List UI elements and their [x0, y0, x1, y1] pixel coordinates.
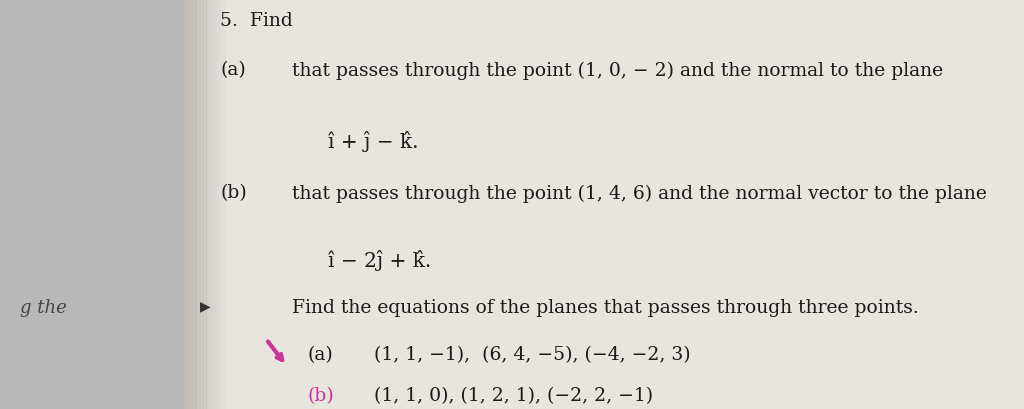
- Bar: [184, 0, 195, 409]
- Text: (b): (b): [307, 387, 334, 405]
- Bar: [198, 0, 201, 409]
- Bar: [174, 0, 184, 409]
- Bar: [187, 0, 190, 409]
- Bar: [196, 0, 199, 409]
- Bar: [113, 0, 123, 409]
- Text: (b): (b): [220, 184, 247, 202]
- Bar: [102, 0, 113, 409]
- Text: (1, 1, 0), (1, 2, 1), (−2, 2, −1): (1, 1, 0), (1, 2, 1), (−2, 2, −1): [374, 387, 653, 405]
- Text: (1, 1, −1),  (6, 4, −5), (−4, −2, 3): (1, 1, −1), (6, 4, −5), (−4, −2, 3): [374, 346, 690, 364]
- Bar: [123, 0, 133, 409]
- Bar: [206, 0, 209, 409]
- Bar: [184, 0, 187, 409]
- Bar: [212, 0, 215, 409]
- Bar: [189, 0, 193, 409]
- Bar: [72, 0, 82, 409]
- Bar: [82, 0, 92, 409]
- Text: î + ĵ − k̂.: î + ĵ − k̂.: [328, 131, 418, 152]
- Bar: [31, 0, 41, 409]
- Bar: [20, 0, 31, 409]
- Text: î − 2ĵ + k̂.: î − 2ĵ + k̂.: [328, 249, 431, 270]
- Bar: [164, 0, 174, 409]
- Bar: [209, 0, 212, 409]
- Text: (a): (a): [307, 346, 333, 364]
- Bar: [184, 0, 1024, 409]
- Bar: [195, 0, 205, 409]
- Text: (a): (a): [220, 61, 246, 79]
- Bar: [0, 0, 184, 409]
- Bar: [133, 0, 143, 409]
- Bar: [154, 0, 164, 409]
- Bar: [222, 0, 225, 409]
- Bar: [10, 0, 20, 409]
- Bar: [92, 0, 102, 409]
- Text: that passes through the point (1, 4, 6) and the normal vector to the plane: that passes through the point (1, 4, 6) …: [292, 184, 987, 202]
- Bar: [61, 0, 72, 409]
- Text: ▶: ▶: [200, 299, 210, 312]
- Bar: [41, 0, 51, 409]
- Text: 5.  Find: 5. Find: [220, 12, 293, 30]
- Bar: [0, 0, 10, 409]
- Bar: [51, 0, 61, 409]
- Text: g the: g the: [20, 299, 68, 317]
- Bar: [204, 0, 207, 409]
- Bar: [201, 0, 204, 409]
- Bar: [193, 0, 196, 409]
- Bar: [220, 0, 223, 409]
- Bar: [214, 0, 217, 409]
- Text: Find the equations of the planes that passes through three points.: Find the equations of the planes that pa…: [292, 299, 919, 317]
- Bar: [217, 0, 220, 409]
- Text: that passes through the point (1, 0, − 2) and the normal to the plane: that passes through the point (1, 0, − 2…: [292, 61, 943, 80]
- Bar: [143, 0, 154, 409]
